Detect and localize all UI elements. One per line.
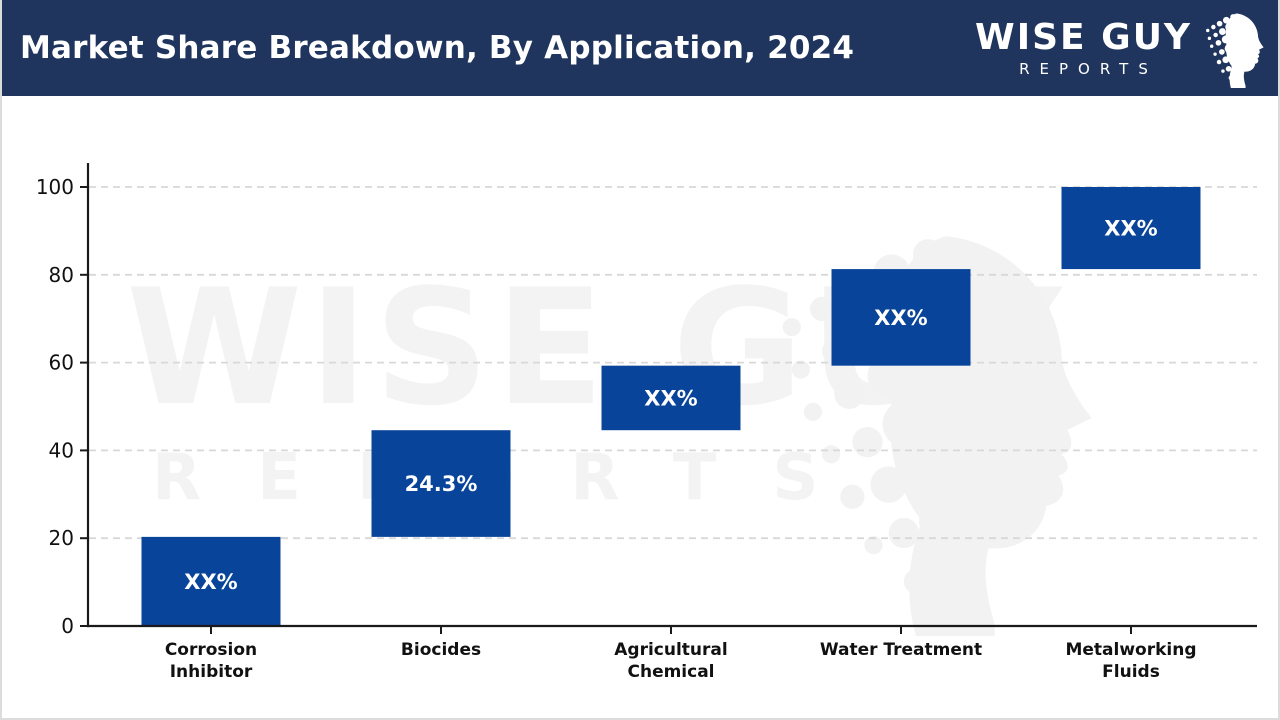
x-tick-label-1: Biocides (401, 640, 481, 660)
y-tick-label-0: 0 (61, 614, 74, 638)
bar-agricultural-chemical (601, 365, 741, 431)
logo-primary-text: WISE GUY (974, 16, 1192, 58)
logo-text: WISE GUY REPORTS (974, 16, 1192, 78)
bar-metalworking-fluids (1061, 187, 1201, 270)
bar-water-treatment (831, 269, 971, 366)
bar-value-label-agricultural-chemical: XX% (644, 386, 697, 410)
logo-secondary-text: REPORTS (1019, 59, 1158, 78)
logo-head-icon (1198, 9, 1266, 88)
x-tick-label-3: Water Treatment (820, 640, 982, 660)
x-tick-label-4: Metalworking Fluids (1065, 640, 1196, 682)
page-title: Market Share Breakdown, By Application, … (20, 30, 855, 66)
bar-biocides (371, 430, 511, 537)
y-tick-label-20: 20 (49, 526, 74, 550)
y-tick-label-80: 80 (49, 263, 74, 287)
bar-value-label-metalworking-fluids: XX% (1104, 217, 1157, 241)
bar-value-label-corrosion-inhibitor: XX% (184, 570, 237, 594)
bar-corrosion-inhibitor (141, 536, 281, 626)
y-tick-label-100: 100 (36, 175, 74, 199)
bar-value-label-biocides: 24.3% (405, 472, 478, 496)
x-tick-label-0: Corrosion Inhibitor (165, 640, 257, 682)
wise-guy-logo: WISE GUY REPORTS (975, 9, 1280, 88)
y-tick-label-60: 60 (49, 351, 74, 375)
title-bar: Market Share Breakdown, By Application, … (0, 0, 1280, 96)
x-tick-label-2: Agricultural Chemical (614, 640, 727, 682)
y-tick-label-40: 40 (49, 438, 74, 462)
bar-value-label-water-treatment: XX% (874, 306, 927, 330)
